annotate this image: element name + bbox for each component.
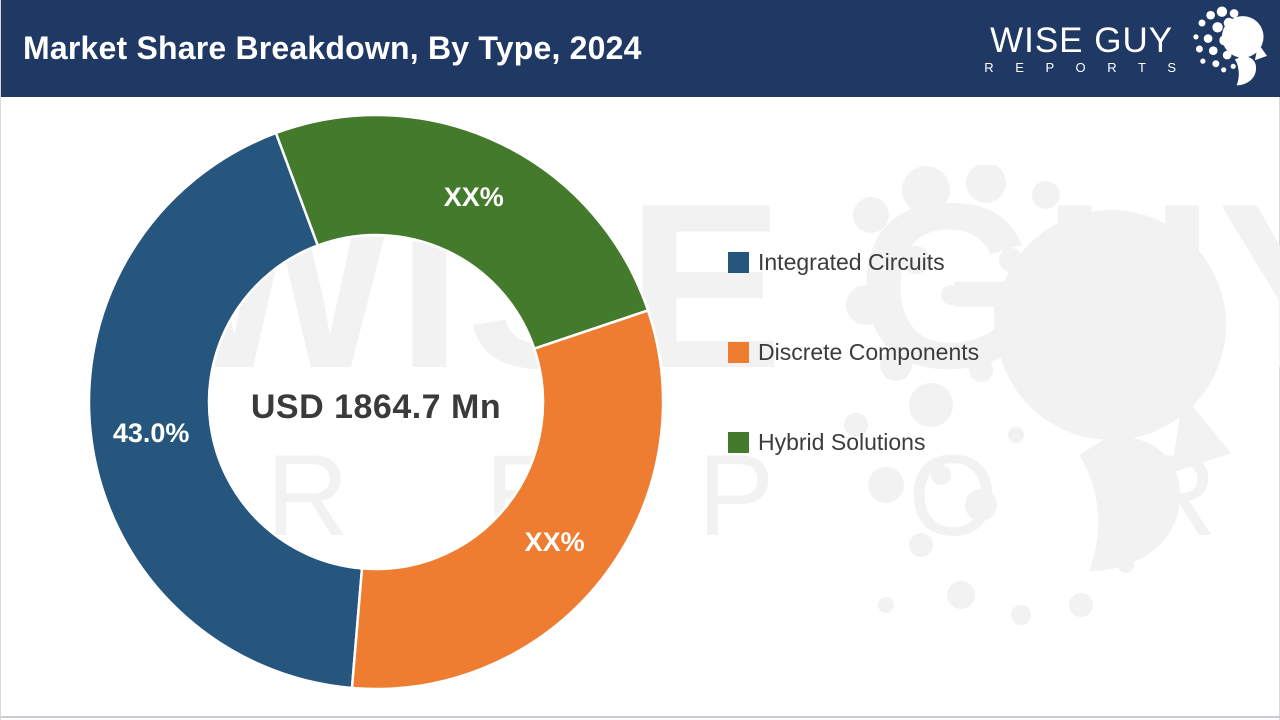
pie-slice-discrete-components — [350, 309, 665, 691]
legend-item-hybrid-solutions: Hybrid Solutions — [728, 429, 979, 455]
chart-center-value: USD 1864.7 Mn — [250, 388, 502, 426]
header-bar: Market Share Breakdown, By Type, 2024 WI… — [1, 0, 1280, 97]
pie-slice-integrated-circuits — [87, 131, 364, 690]
watermark-face-dots — [844, 165, 1231, 625]
legend-swatch-discrete-components — [728, 341, 749, 363]
legend-label-discrete-components: Discrete Components — [758, 339, 980, 365]
bottom-border — [1, 716, 1280, 718]
legend-item-discrete-components: Discrete Components — [728, 339, 980, 365]
legend-swatch-integrated-circuits — [728, 251, 749, 273]
pie-slice-label-discrete-components: XX% — [525, 527, 585, 557]
pie-slice-label-hybrid-solutions: XX% — [444, 182, 504, 212]
page-title: Market Share Breakdown, By Type, 2024 — [23, 30, 642, 66]
legend-swatch-hybrid-solutions — [728, 431, 749, 453]
donut-chart: 43.0% XX% XX% — [87, 113, 665, 691]
pie-slice-label-integrated-circuits: 43.0% — [113, 418, 190, 448]
brand-subname: R E P O R T S — [984, 60, 1185, 75]
brand-logo: WISE GUY R E P O R T S — [978, 6, 1267, 92]
legend-item-integrated-circuits: Integrated Circuits — [728, 249, 979, 275]
brand-face-icon — [1193, 6, 1267, 85]
chart-legend: Integrated Circuits Discrete Components Hy… — [728, 251, 979, 521]
brand-name: WISE GUY — [990, 21, 1174, 60]
pie-slice-hybrid-solutions — [274, 113, 650, 350]
legend-label-hybrid-solutions: Hybrid Solutions — [758, 429, 926, 455]
brand-logo-text: WISE GUY R E P O R T S — [978, 23, 1185, 74]
legend-label-integrated-circuits: Integrated Circuits — [758, 249, 945, 275]
